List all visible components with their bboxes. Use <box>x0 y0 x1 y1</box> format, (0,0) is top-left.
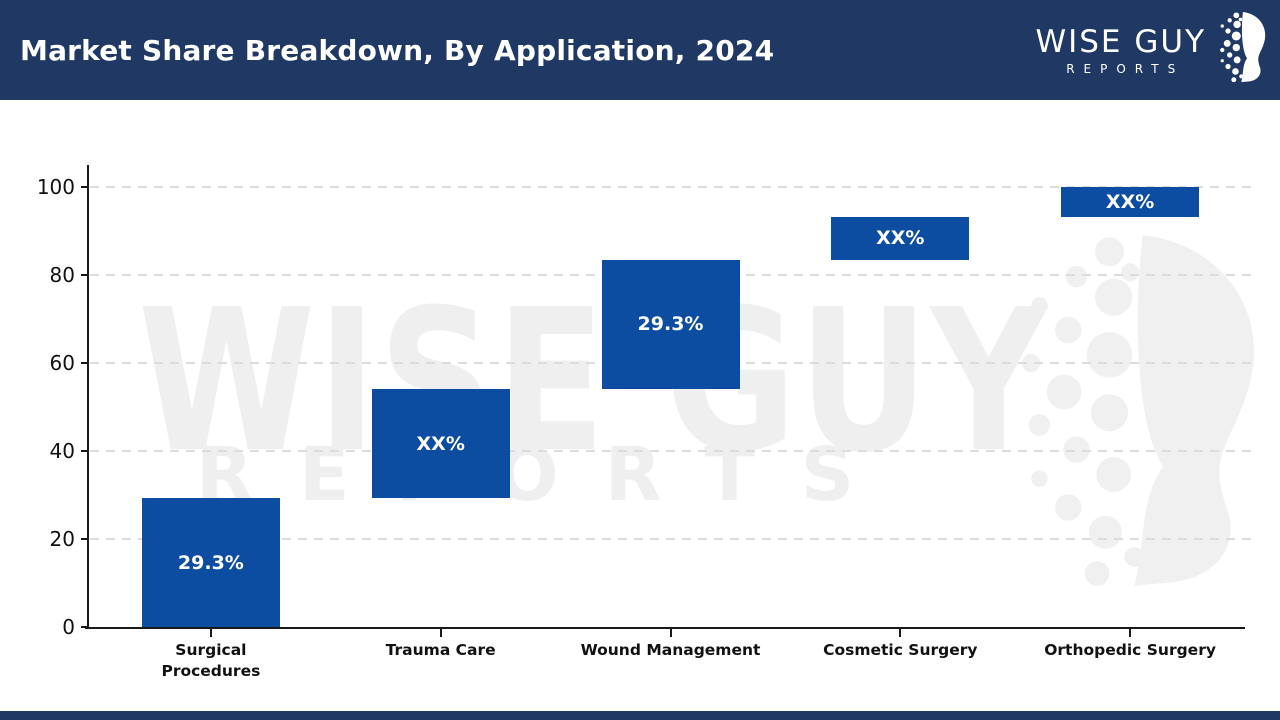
header-bar: Market Share Breakdown, By Application, … <box>0 0 1280 100</box>
y-gridline <box>90 186 1256 188</box>
y-tick-label: 20 <box>49 527 75 551</box>
x-axis-tick <box>1129 629 1132 637</box>
x-category-label: Orthopedic Surgery <box>1044 641 1216 659</box>
y-axis-tick <box>81 450 89 452</box>
y-axis-line <box>87 165 89 629</box>
waterfall-bar: 29.3% <box>601 260 740 389</box>
logo-wiseguy-label: WISE GUY <box>1035 24 1206 60</box>
waterfall-bar: XX% <box>371 388 510 499</box>
waterfall-bar: XX% <box>1061 187 1200 217</box>
logo-text: WISE GUY REPORTS <box>1035 24 1206 76</box>
y-axis-tick <box>81 274 89 276</box>
x-axis-tick <box>209 629 212 637</box>
x-axis-tick <box>669 629 672 637</box>
y-gridline <box>90 538 1256 540</box>
y-axis-tick <box>81 186 89 188</box>
x-axis-tick <box>899 629 902 637</box>
y-axis-tick <box>81 538 89 540</box>
y-gridline <box>90 450 1256 452</box>
x-category-label: Surgical Procedures <box>161 641 261 680</box>
logo-head-icon <box>1220 12 1266 83</box>
y-tick-label: 100 <box>36 175 75 199</box>
y-tick-label: 60 <box>49 351 75 375</box>
x-category-label: Trauma Care <box>385 641 496 659</box>
logo-reports-label: REPORTS <box>1066 62 1185 76</box>
waterfall-bar: 29.3% <box>141 498 280 627</box>
waterfall-bar: XX% <box>831 216 970 261</box>
wiseguy-logo: WISE GUY REPORTS <box>1016 6 1266 94</box>
y-axis-tick <box>81 362 89 364</box>
bar-value-label: 29.3% <box>177 551 244 574</box>
bar-value-label: XX% <box>416 432 465 455</box>
x-category-label: Wound Management <box>580 641 761 659</box>
x-category-label: Cosmetic Surgery <box>823 641 978 659</box>
y-tick-label: 0 <box>62 615 75 639</box>
y-tick-label: 40 <box>49 439 75 463</box>
bar-value-label: XX% <box>1105 190 1155 213</box>
x-axis-tick <box>439 629 442 637</box>
x-axis-line <box>85 627 1245 629</box>
page-title: Market Share Breakdown, By Application, … <box>20 33 775 67</box>
y-tick-label: 80 <box>49 263 75 287</box>
footer-bar <box>0 711 1280 720</box>
bar-value-label: 29.3% <box>637 313 704 336</box>
bar-value-label: XX% <box>876 227 925 250</box>
